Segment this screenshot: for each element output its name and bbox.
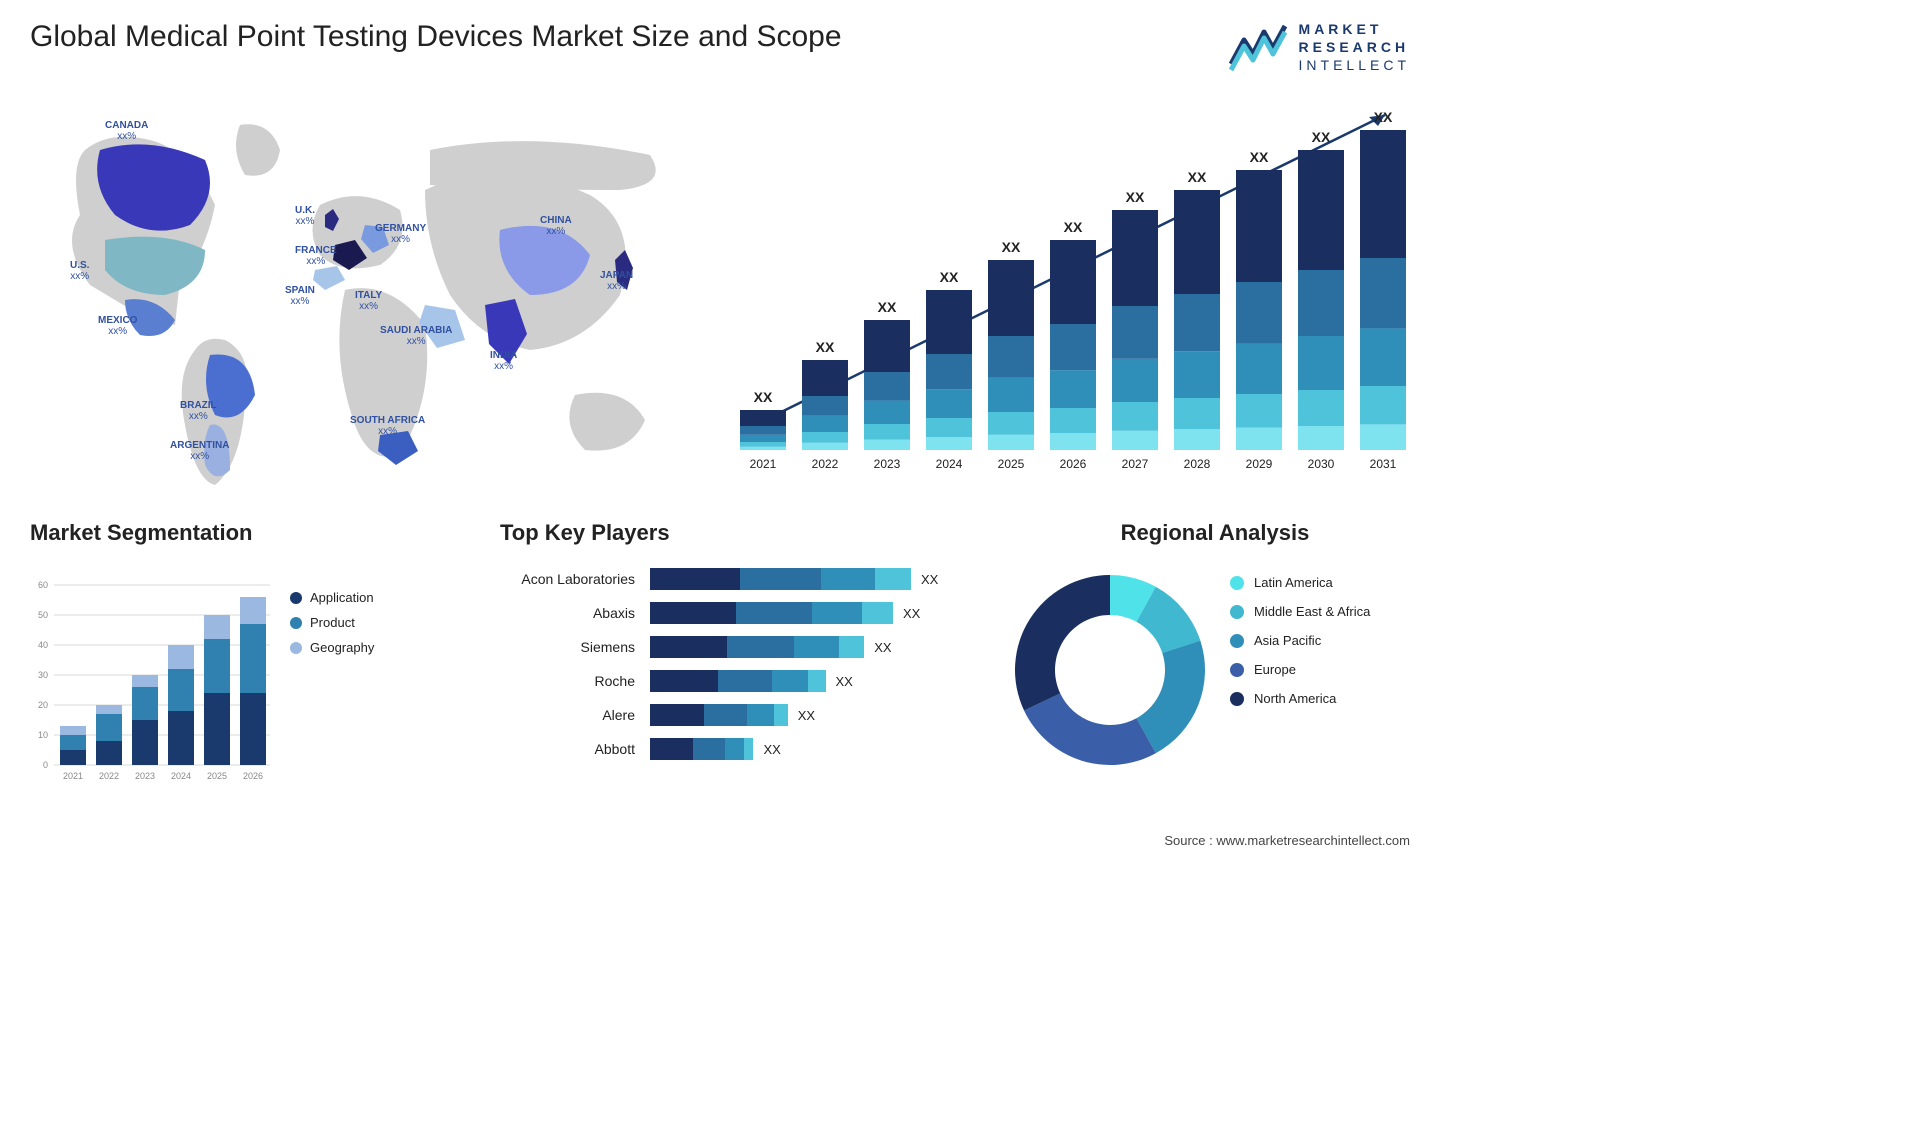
map-label-uk: U.K.xx%: [295, 205, 315, 227]
player-label: Alere: [500, 707, 650, 723]
player-row: Alere XX: [500, 702, 980, 728]
svg-text:2025: 2025: [207, 771, 227, 781]
svg-text:0: 0: [43, 760, 48, 770]
player-label: Abbott: [500, 741, 650, 757]
svg-text:60: 60: [38, 580, 48, 590]
map-label-mexico: MEXICOxx%: [98, 315, 137, 337]
svg-text:2027: 2027: [1122, 457, 1149, 471]
svg-text:2021: 2021: [63, 771, 83, 781]
growth-chart: XX 2021 XX 2022 XX 2023 XX 2024 XX 2025 XX 2026 XX 20…: [730, 100, 1410, 480]
player-row: Acon Laboratories XX: [500, 566, 980, 592]
segmentation-title: Market Segmentation: [30, 520, 450, 546]
player-value: XX: [921, 572, 938, 587]
segmentation-section: Market Segmentation 0 10 20 30 40 50 60 2021 202…: [30, 520, 450, 800]
regional-legend-item: Asia Pacific: [1230, 633, 1370, 648]
svg-text:XX: XX: [878, 299, 897, 315]
map-label-france: FRANCExx%: [295, 245, 337, 267]
regional-legend-item: Latin America: [1230, 575, 1370, 590]
regional-legend: Latin America Middle East & Africa Asia Pa…: [1230, 575, 1370, 720]
svg-text:2023: 2023: [135, 771, 155, 781]
players-chart: Acon LaboratoriesXXAbaxisXXSiemensXXRoch…: [500, 566, 980, 762]
player-label: Acon Laboratories: [500, 571, 650, 587]
player-value: XX: [763, 742, 780, 757]
svg-text:2022: 2022: [812, 457, 839, 471]
regional-title: Regional Analysis: [1010, 520, 1420, 546]
growth-chart-svg: XX 2021 XX 2022 XX 2023 XX 2024 XX 2025 XX 2026 XX 20…: [730, 100, 1410, 480]
svg-text:XX: XX: [1064, 219, 1083, 235]
map-label-brazil: BRAZILxx%: [180, 400, 217, 422]
svg-text:2024: 2024: [936, 457, 963, 471]
svg-text:30: 30: [38, 670, 48, 680]
logo-text: MARKET RESEARCH INTELLECT: [1299, 20, 1410, 75]
svg-text:2025: 2025: [998, 457, 1025, 471]
svg-text:2026: 2026: [243, 771, 263, 781]
svg-text:20: 20: [38, 700, 48, 710]
map-label-japan: JAPANxx%: [600, 270, 633, 292]
svg-text:XX: XX: [816, 339, 835, 355]
svg-text:XX: XX: [754, 389, 773, 405]
player-value: XX: [798, 708, 815, 723]
map-label-germany: GERMANYxx%: [375, 223, 426, 245]
segmentation-chart: 0 10 20 30 40 50 60 2021 2022 2023 2024 2025 2026: [30, 560, 280, 790]
player-row: Abaxis XX: [500, 600, 980, 626]
map-label-china: CHINAxx%: [540, 215, 572, 237]
seg-legend-item: Geography: [290, 640, 374, 655]
player-row: Roche XX: [500, 668, 980, 694]
map-label-southafrica: SOUTH AFRICAxx%: [350, 415, 425, 437]
svg-text:XX: XX: [1250, 149, 1269, 165]
svg-text:XX: XX: [1126, 189, 1145, 205]
player-label: Siemens: [500, 639, 650, 655]
regional-legend-item: Middle East & Africa: [1230, 604, 1370, 619]
player-row: Siemens XX: [500, 634, 980, 660]
svg-text:XX: XX: [1188, 169, 1207, 185]
map-label-canada: CANADAxx%: [105, 120, 148, 142]
svg-text:2026: 2026: [1060, 457, 1087, 471]
svg-text:2021: 2021: [750, 457, 777, 471]
svg-text:XX: XX: [1002, 239, 1021, 255]
map-label-argentina: ARGENTINAxx%: [170, 440, 229, 462]
player-row: Abbott XX: [500, 736, 980, 762]
source-text: Source : www.marketresearchintellect.com: [1164, 833, 1410, 848]
players-title: Top Key Players: [500, 520, 980, 546]
svg-text:40: 40: [38, 640, 48, 650]
regional-legend-item: North America: [1230, 691, 1370, 706]
svg-text:2022: 2022: [99, 771, 119, 781]
country-spain: [313, 266, 345, 290]
svg-text:XX: XX: [940, 269, 959, 285]
logo: MARKET RESEARCH INTELLECT: [1229, 20, 1410, 75]
player-value: XX: [836, 674, 853, 689]
player-value: XX: [903, 606, 920, 621]
svg-text:50: 50: [38, 610, 48, 620]
map-label-india: INDIAxx%: [490, 350, 517, 372]
page-title: Global Medical Point Testing Devices Mar…: [30, 20, 842, 54]
players-section: Top Key Players Acon LaboratoriesXXAbaxi…: [500, 520, 980, 800]
regional-legend-item: Europe: [1230, 662, 1370, 677]
player-value: XX: [874, 640, 891, 655]
player-label: Roche: [500, 673, 650, 689]
player-label: Abaxis: [500, 605, 650, 621]
svg-text:2030: 2030: [1308, 457, 1335, 471]
map-label-italy: ITALYxx%: [355, 290, 382, 312]
svg-text:2029: 2029: [1246, 457, 1273, 471]
logo-icon: [1229, 22, 1289, 72]
svg-text:2028: 2028: [1184, 457, 1211, 471]
svg-text:XX: XX: [1312, 129, 1331, 145]
world-map: CANADAxx% U.S.xx% MEXICOxx% BRAZILxx% ARGENT…: [30, 95, 690, 495]
map-label-spain: SPAINxx%: [285, 285, 315, 307]
svg-text:XX: XX: [1374, 109, 1393, 125]
regional-section: Regional Analysis Latin America Middle Ea…: [1010, 520, 1420, 800]
svg-text:10: 10: [38, 730, 48, 740]
svg-text:2024: 2024: [171, 771, 191, 781]
seg-legend-item: Product: [290, 615, 374, 630]
segmentation-legend: Application Product Geography: [290, 590, 374, 665]
map-label-saudiarabia: SAUDI ARABIAxx%: [380, 325, 452, 347]
map-label-us: U.S.xx%: [70, 260, 89, 282]
svg-text:2023: 2023: [874, 457, 901, 471]
seg-legend-item: Application: [290, 590, 374, 605]
donut-chart: [1010, 570, 1210, 770]
svg-text:2031: 2031: [1370, 457, 1397, 471]
